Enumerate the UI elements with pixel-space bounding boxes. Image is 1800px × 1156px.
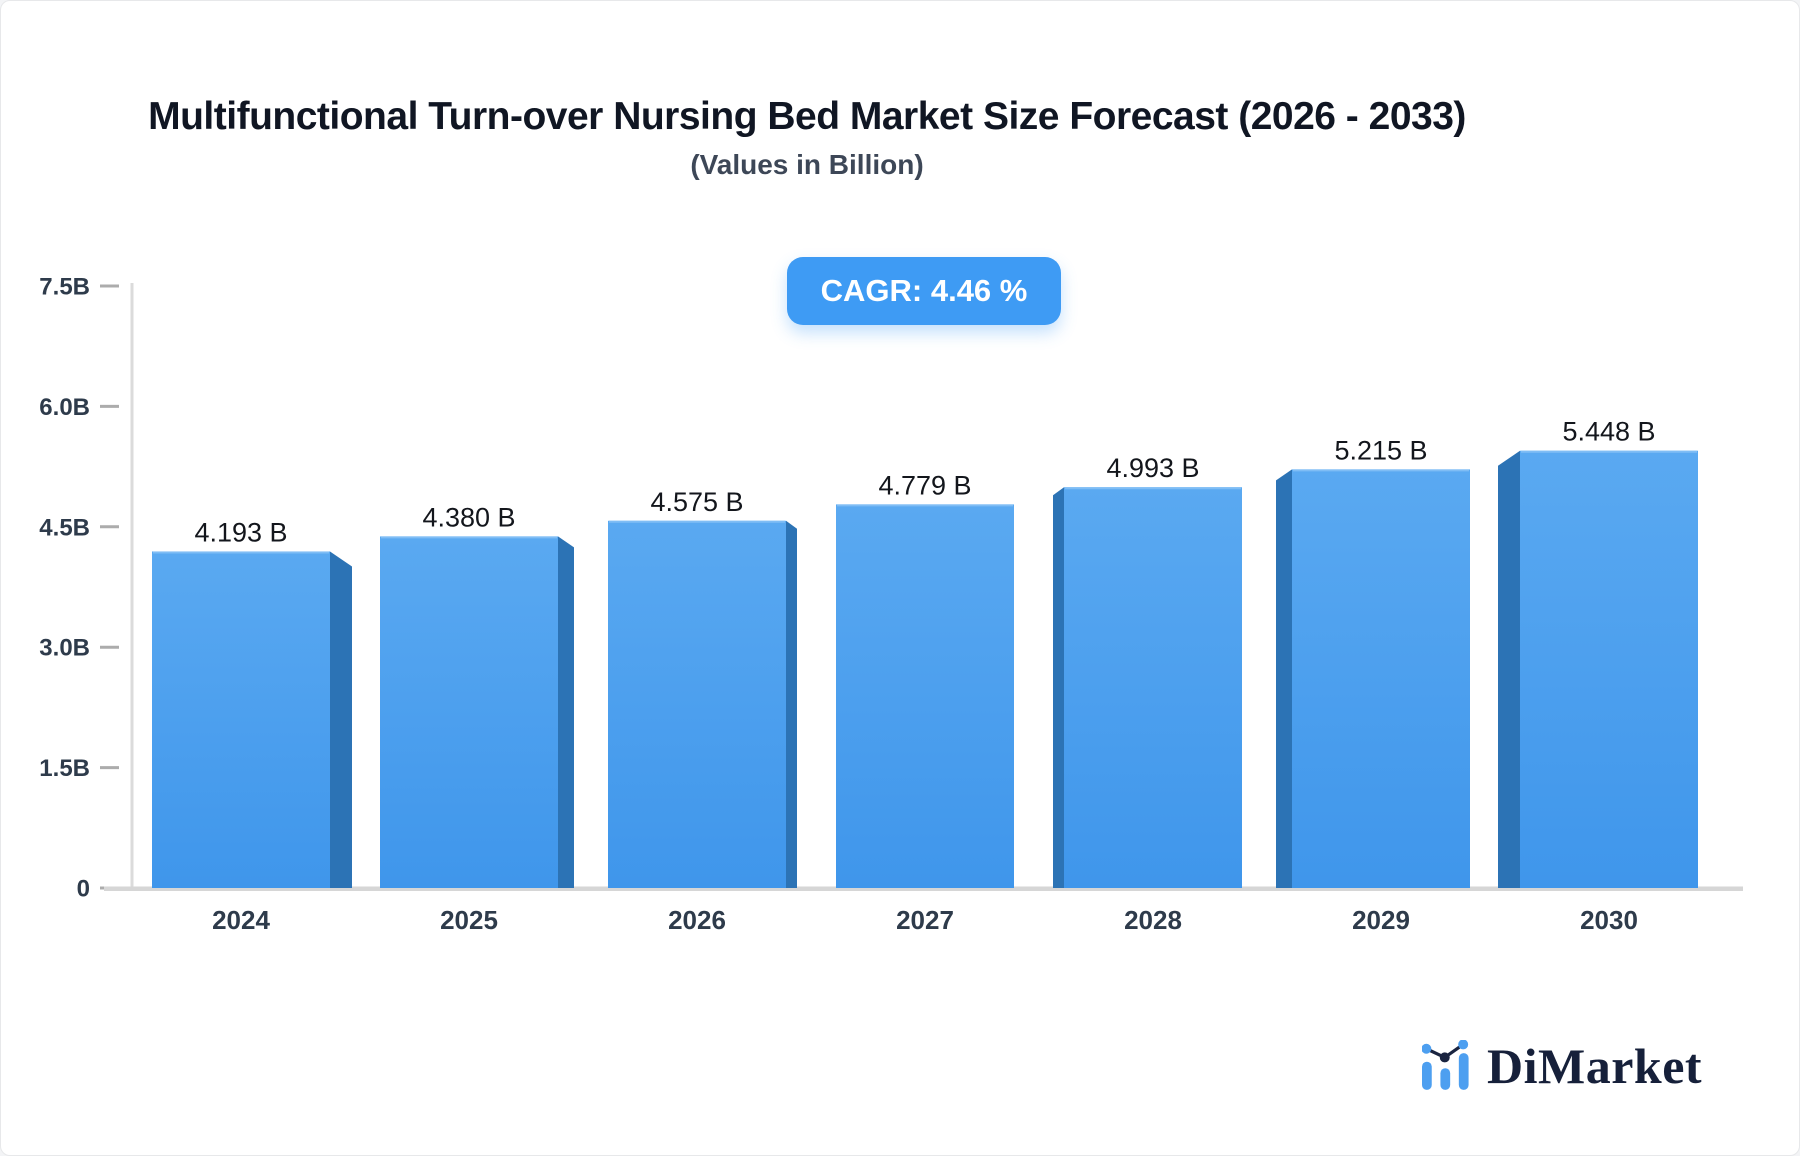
- axis-and-value-labels: 0 1.5B 3.0B 4.5B 6.0B 7.5B 4.193 B 2024 4.380 B 2…: [39, 274, 1655, 936]
- x-tick-label: 2027: [896, 905, 954, 935]
- brand-logo: DiMarket: [1422, 1039, 1702, 1091]
- x-tick-label: 2028: [1124, 905, 1182, 935]
- bar-2030: [1520, 450, 1698, 888]
- bar-2027: [836, 504, 1014, 888]
- y-tick-label: 6.0B: [39, 394, 90, 421]
- x-tick-label: 2026: [668, 905, 726, 935]
- bar-2025: [380, 536, 558, 888]
- bar-value-label: 5.215 B: [1334, 435, 1427, 465]
- x-axis-line: [104, 886, 1743, 891]
- axes: [100, 283, 1743, 891]
- bar-2029: [1292, 469, 1470, 888]
- y-tick-label: 0: [77, 876, 90, 903]
- bar-3d-side-2029: [1276, 469, 1292, 888]
- bar-3d-side-2030: [1498, 450, 1520, 888]
- bar-2024: [152, 551, 330, 888]
- bar-3d-side-2024: [330, 551, 352, 888]
- bar-2026: [608, 520, 786, 888]
- bar-value-label: 4.380 B: [422, 502, 515, 532]
- x-tick-label: 2024: [212, 905, 270, 935]
- brand-name: DiMarket: [1487, 1038, 1703, 1094]
- bar-value-label: 4.193 B: [194, 517, 287, 547]
- cagr-badge-label: CAGR: 4.46 %: [820, 273, 1028, 308]
- bar-value-label: 5.448 B: [1562, 417, 1655, 447]
- page-title: Multifunctional Turn-over Nursing Bed Ma…: [148, 95, 1466, 138]
- bar-value-label: 4.779 B: [878, 470, 971, 500]
- page-subtitle: (Values in Billion): [690, 149, 924, 180]
- bar-value-label: 4.993 B: [1106, 453, 1199, 483]
- x-tick-label: 2025: [440, 905, 498, 935]
- x-tick-label: 2029: [1352, 905, 1410, 935]
- cagr-badge: CAGR: 4.46 %: [787, 257, 1061, 325]
- y-tick-label: 4.5B: [39, 514, 90, 541]
- bar-value-label: 4.575 B: [650, 487, 743, 517]
- x-tick-label: 2030: [1580, 905, 1638, 935]
- bar-3d-side-2026: [786, 520, 797, 888]
- bar-2028: [1064, 487, 1242, 888]
- bar-3d-side-2028: [1053, 487, 1064, 888]
- y-tick-label: 1.5B: [39, 755, 90, 782]
- mini-bar-line-chart-icon: [1422, 1040, 1469, 1090]
- bar-series: [152, 450, 1698, 888]
- y-tick-label: 7.5B: [39, 274, 90, 301]
- bar-3d-side-2025: [558, 536, 574, 888]
- y-tick-label: 3.0B: [39, 635, 90, 662]
